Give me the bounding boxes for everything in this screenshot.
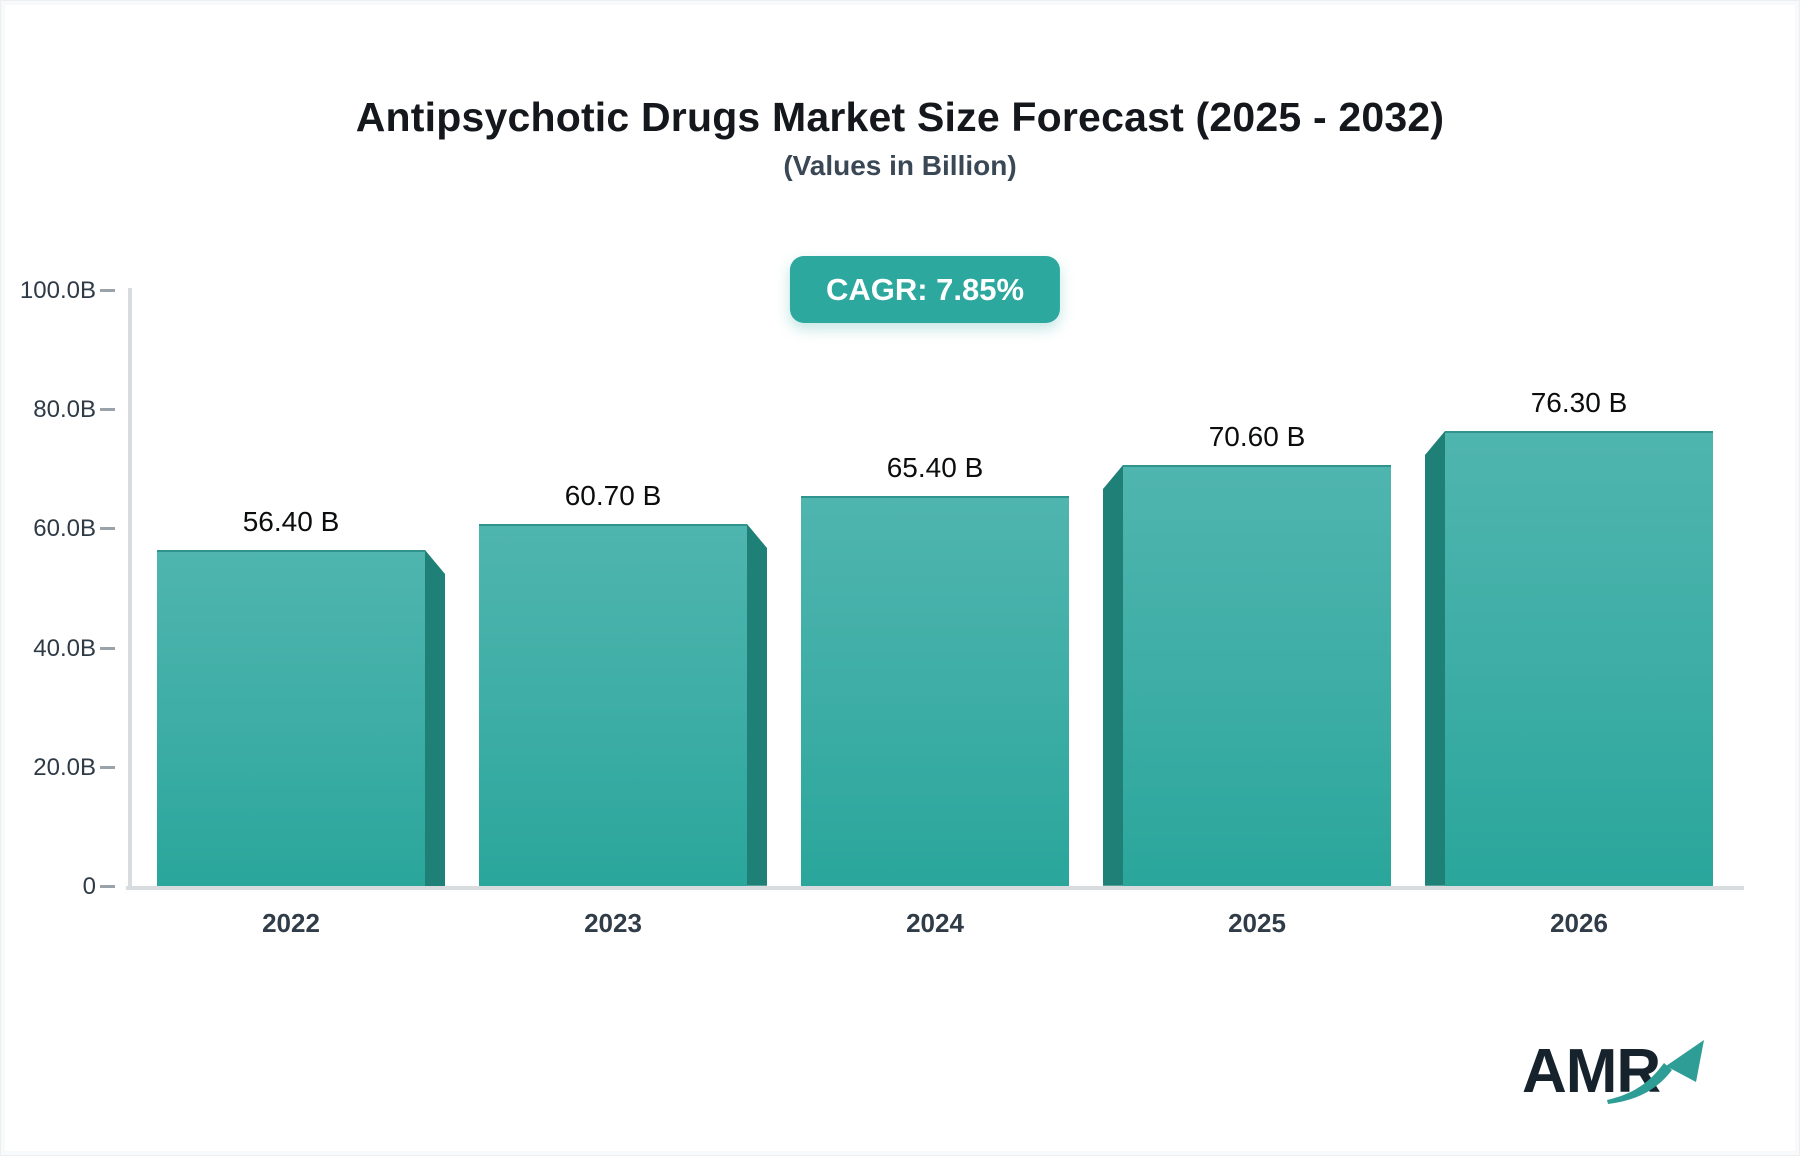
x-axis-label-2024: 2024: [906, 908, 964, 938]
y-axis-tick-mark: [100, 527, 115, 531]
bar-2024: [801, 496, 1069, 886]
bar-value-label: 56.40 B: [242, 505, 340, 537]
chart-title: Antipsychotic Drugs Market Size Forecast…: [355, 94, 1445, 140]
x-axis-label-2023: 2023: [584, 908, 642, 938]
bar-2025: [1123, 465, 1391, 886]
bar-3d-side: [425, 549, 445, 886]
bar-3d-side: [1425, 431, 1445, 886]
bar-3d-side: [1103, 465, 1123, 886]
y-axis-tick-label: 40.0B: [33, 634, 96, 662]
y-axis-tick-label: 80.0B: [33, 396, 96, 424]
logo-growth-arrow-icon: [1607, 1040, 1704, 1104]
cagr-badge-label: CAGR: 7.85%: [825, 271, 1025, 307]
x-axis-label-2026: 2026: [1550, 908, 1608, 938]
x-axis-label-2022: 2022: [262, 908, 320, 938]
chart-subtitle: (Values in Billion): [783, 150, 1017, 181]
bar-value-label: 76.30 B: [1530, 387, 1628, 419]
y-axis-line: [128, 288, 132, 890]
bar-value-label: 65.40 B: [886, 452, 984, 484]
bar-value-label: 60.70 B: [564, 480, 662, 512]
y-axis-tick-label: 20.0B: [33, 753, 96, 781]
y-axis-tick-label: 0: [82, 873, 96, 900]
x-axis-label-2025: 2025: [1228, 908, 1286, 938]
bar-2026: [1445, 431, 1713, 886]
x-axis-line: [126, 886, 1744, 890]
y-axis-tick-label: 60.0B: [33, 515, 96, 543]
y-axis-tick-mark: [100, 765, 115, 769]
amr-logo: AMR: [1522, 1037, 1704, 1106]
bar-2022: [157, 549, 425, 886]
y-axis-tick-mark: [100, 885, 115, 888]
cagr-badge: CAGR: 7.85%: [789, 256, 1061, 323]
y-axis-tick-mark: [100, 408, 115, 412]
y-axis-tick-mark: [100, 289, 115, 292]
bar-value-label: 70.60 B: [1208, 421, 1306, 453]
bar-3d-side: [747, 524, 767, 886]
y-axis-tick-label: 100.0B: [19, 277, 96, 304]
y-axis-tick-mark: [100, 646, 115, 650]
bar-2023: [479, 524, 747, 886]
